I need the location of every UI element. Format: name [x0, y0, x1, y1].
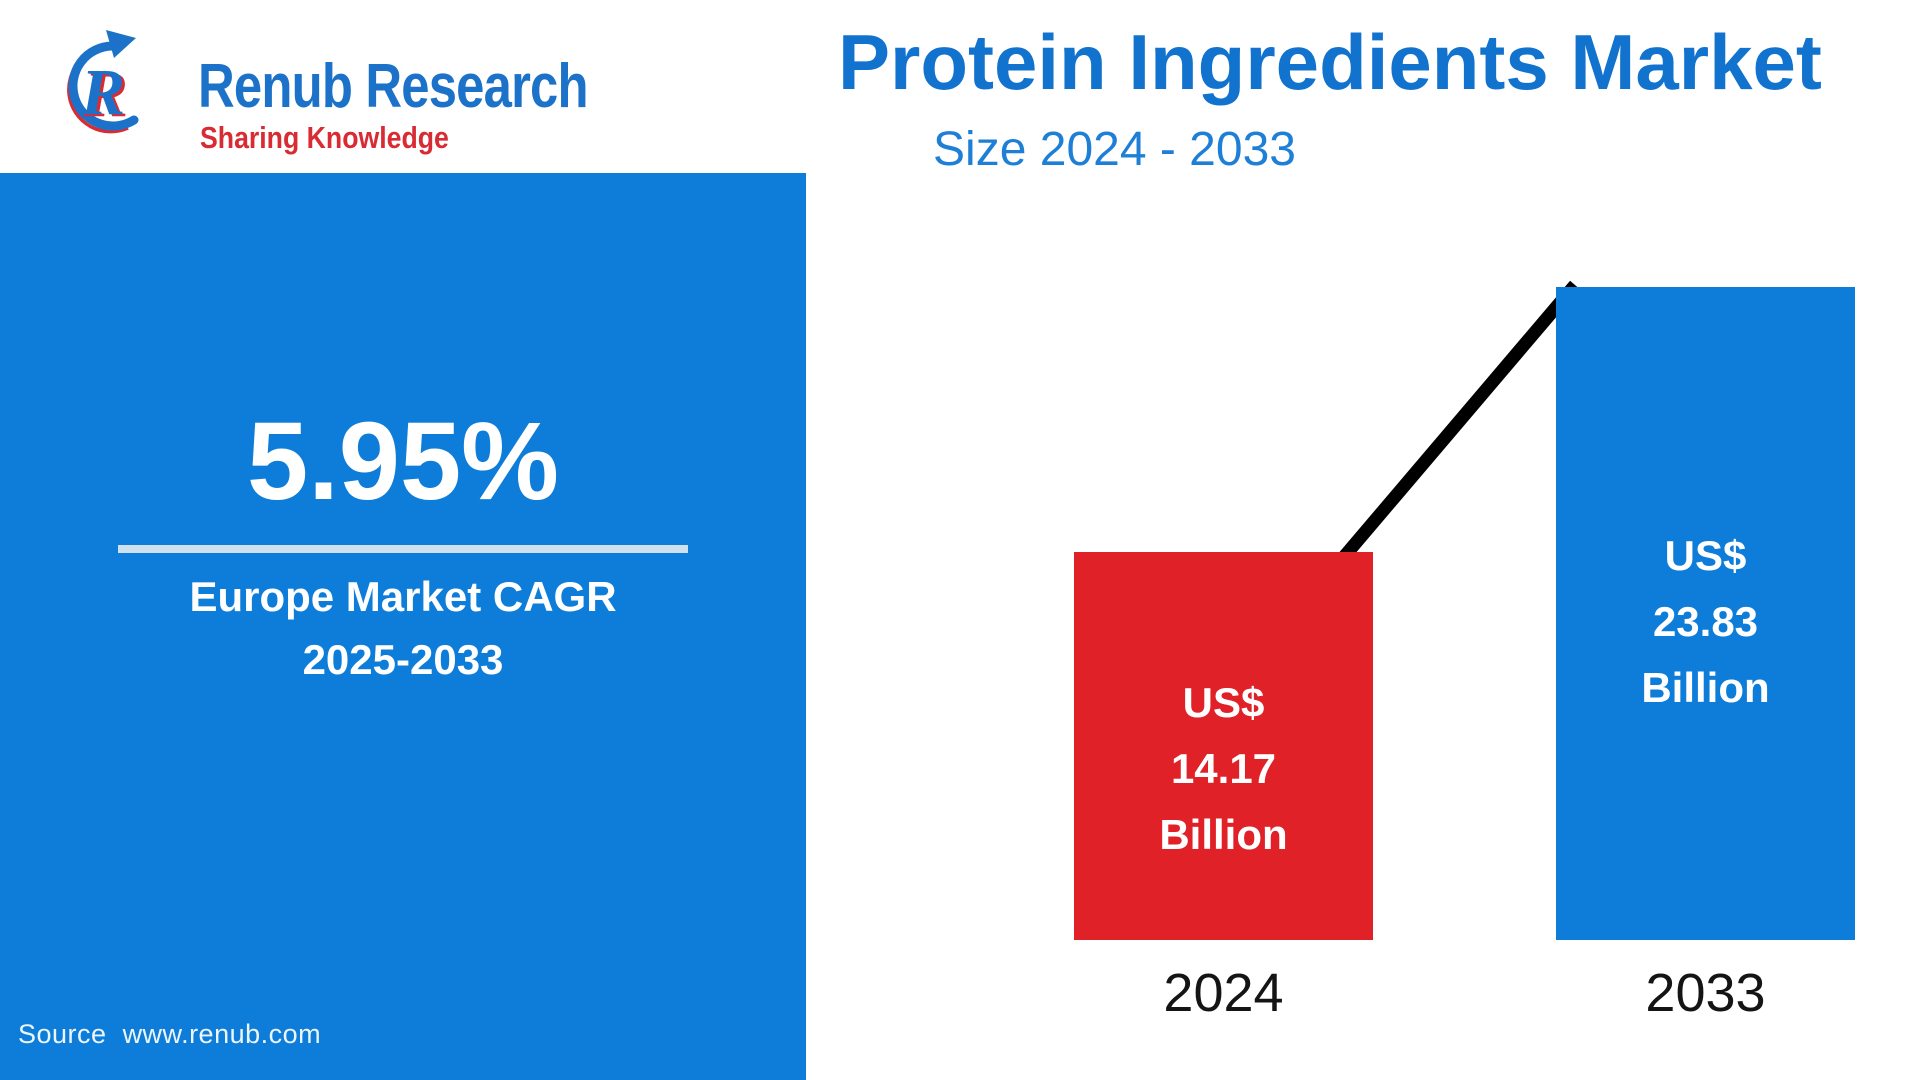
source-note: Source www.renub.com — [18, 1019, 321, 1050]
cagr-divider — [118, 545, 688, 553]
logo-name: Renub Research — [198, 52, 589, 121]
bar-2033-value-label: US$ 23.83 Billion — [1556, 523, 1855, 721]
renub-logo-icon: R R — [67, 30, 139, 134]
bar-2033-amount: 23.83 — [1652, 598, 1759, 645]
svg-text:R: R — [83, 58, 128, 131]
cagr-value: 5.95% — [247, 400, 559, 523]
logo-tagline: Sharing Knowledge — [200, 120, 449, 155]
source-label: Source — [18, 1019, 107, 1049]
renub-logo: R R Renub Research Sharing Knowledge — [50, 26, 670, 156]
page-subtitle: Size 2024 - 2033 — [933, 123, 1296, 176]
axis-label-2033: 2033 — [1645, 963, 1766, 1023]
source-url: www.renub.com — [122, 1019, 322, 1049]
cagr-label-line2: 2025-2033 — [302, 636, 504, 683]
cagr-panel: 5.95% Europe Market CAGR 2025-2033 Sourc… — [0, 173, 806, 1080]
bar-2033-currency: US$ — [1664, 532, 1747, 579]
page-title: Protein Ingredients Market — [838, 18, 1822, 106]
bar-2024-currency: US$ — [1182, 679, 1265, 726]
bar-2033: US$ 23.83 Billion — [1556, 287, 1855, 940]
bar-2024-unit: Billion — [1159, 811, 1288, 858]
cagr-label-line1: Europe Market CAGR — [189, 573, 617, 620]
axis-label-2024: 2024 — [1163, 963, 1284, 1023]
svg-text:R: R — [80, 56, 125, 129]
bar-2024-value-label: US$ 14.17 Billion — [1074, 670, 1373, 868]
bar-2024: US$ 14.17 Billion — [1074, 552, 1373, 940]
bar-2033-unit: Billion — [1641, 664, 1770, 711]
bar-2024-amount: 14.17 — [1170, 745, 1277, 792]
cagr-panel-content: 5.95% Europe Market CAGR 2025-2033 — [0, 173, 806, 1080]
